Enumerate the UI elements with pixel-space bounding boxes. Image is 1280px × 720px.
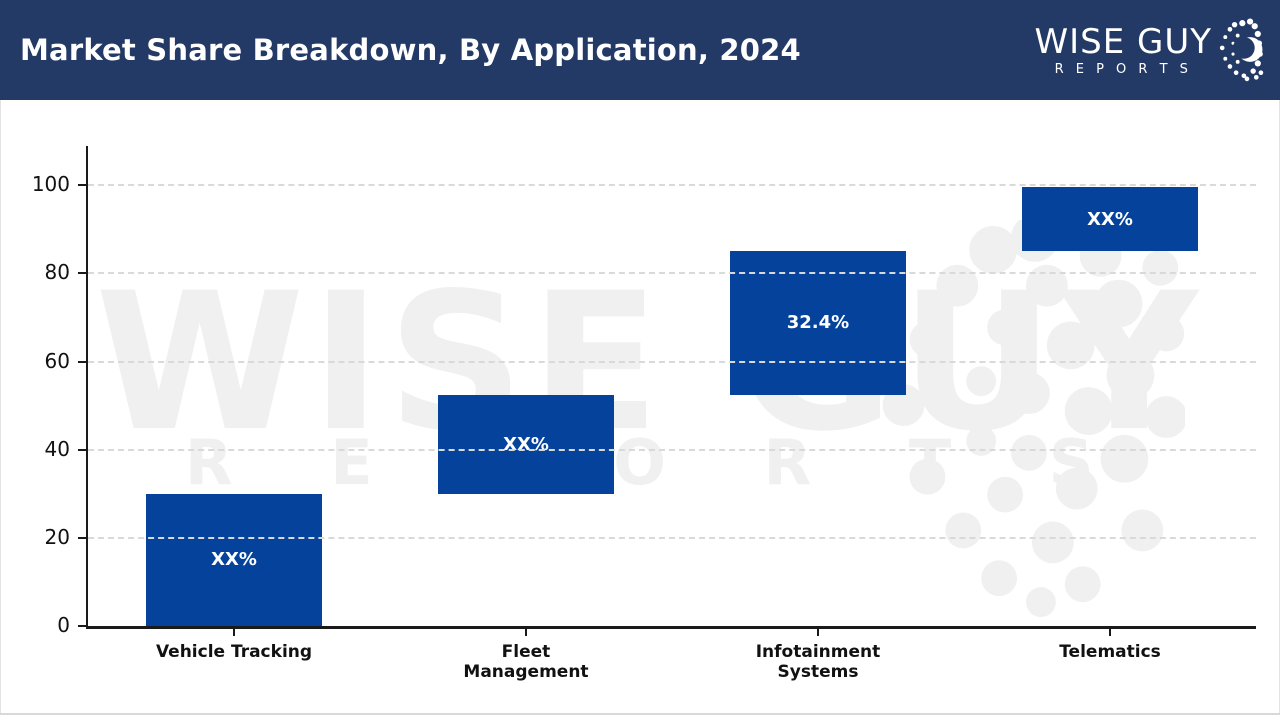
x-category-label: Infotainment Systems xyxy=(755,642,881,683)
y-tick-80 xyxy=(78,272,86,275)
bar-4: XX% xyxy=(1022,187,1198,252)
x-tick-4 xyxy=(1109,629,1111,636)
gridline-80 xyxy=(88,272,1256,275)
logo-name: WISE GUY xyxy=(1034,21,1212,62)
y-axis-line xyxy=(86,146,88,628)
bar-value-label: XX% xyxy=(1087,208,1133,230)
x-tick-3 xyxy=(817,629,819,636)
bar-value-label: 32.4% xyxy=(786,312,850,334)
x-axis-line xyxy=(86,626,1256,629)
header-bar: Market Share Breakdown, By Application, … xyxy=(0,0,1280,100)
logo-text: WISE GUY R E P O R T S xyxy=(1034,21,1212,78)
x-category-label: Telematics xyxy=(1059,642,1161,662)
logo-sub: R E P O R T S xyxy=(1054,62,1192,78)
wiseguy-head-icon xyxy=(1219,18,1264,82)
y-tick-label-40: 40 xyxy=(44,436,70,461)
y-tick-40 xyxy=(78,448,86,451)
wiseguy-logo: WISE GUY R E P O R T S xyxy=(1034,12,1264,90)
gridline-20 xyxy=(88,536,1256,539)
x-category-label: Fleet Management xyxy=(463,642,589,683)
y-tick-label-0: 0 xyxy=(57,613,70,637)
bar-2: XX% xyxy=(438,394,614,494)
bar-value-label: XX% xyxy=(211,549,257,571)
watermark-head-icon xyxy=(882,220,1185,618)
x-tick-2 xyxy=(525,629,527,636)
x-tick-1 xyxy=(233,629,235,636)
gridline-40 xyxy=(88,448,1256,451)
gridline-100 xyxy=(88,184,1256,187)
y-tick-label-100: 100 xyxy=(31,172,70,197)
page-title: Market Share Breakdown, By Application, … xyxy=(20,33,801,67)
y-tick-0 xyxy=(78,625,86,627)
bar-3: 32.4% xyxy=(730,251,906,395)
bar-value-label: XX% xyxy=(503,433,549,455)
y-tick-label-20: 20 xyxy=(44,524,70,549)
y-tick-60 xyxy=(78,360,86,363)
y-tick-20 xyxy=(78,536,86,539)
bottom-divider xyxy=(0,713,1280,715)
bar-1: XX% xyxy=(146,493,322,626)
y-tick-label-80: 80 xyxy=(44,260,70,285)
y-tick-100 xyxy=(78,184,86,187)
x-category-label: Vehicle Tracking xyxy=(155,642,313,662)
y-tick-label-60: 60 xyxy=(44,348,70,373)
gridline-60 xyxy=(88,360,1256,363)
